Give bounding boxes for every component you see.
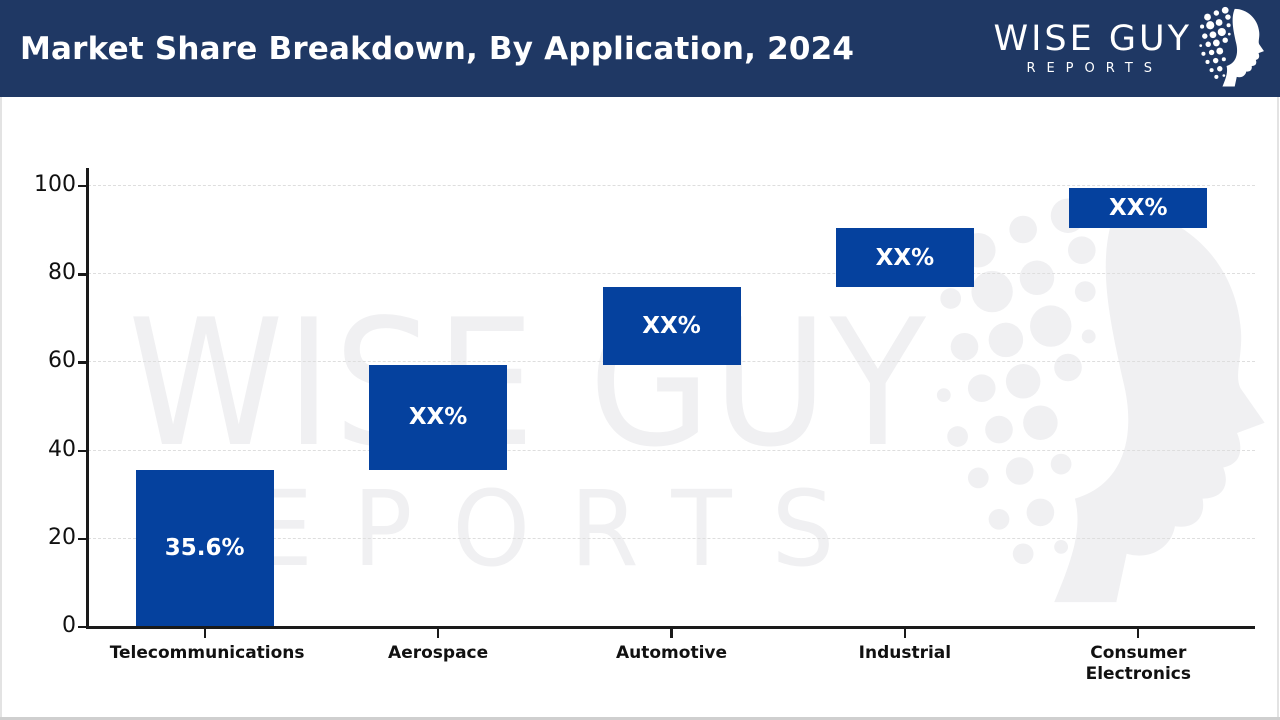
bar-value-label: XX% bbox=[875, 244, 935, 271]
y-tick-mark bbox=[78, 361, 88, 364]
right-border bbox=[1277, 97, 1279, 720]
y-tick-mark bbox=[78, 537, 88, 541]
y-tick-mark bbox=[78, 626, 88, 629]
gridline bbox=[88, 537, 1255, 539]
x-tick-label: Automotive bbox=[615, 643, 728, 663]
x-tick-mark bbox=[1137, 629, 1140, 638]
x-tick-mark bbox=[670, 629, 673, 638]
watermark-face-icon bbox=[930, 192, 1275, 616]
logo-wordmark: WISE GUY bbox=[993, 18, 1192, 59]
x-tick-label: Industrial bbox=[858, 643, 952, 663]
gridline bbox=[88, 449, 1255, 451]
y-tick-mark bbox=[78, 449, 88, 452]
y-tick-label: 80 bbox=[48, 260, 76, 286]
chart-title: Market Share Breakdown, By Application, … bbox=[20, 30, 855, 67]
wise-guy-logo: WISE GUY REPORTS bbox=[993, 6, 1266, 92]
bottom-border bbox=[0, 717, 1280, 720]
header: Market Share Breakdown, By Application, … bbox=[0, 0, 1280, 97]
x-tick-label: Aerospace bbox=[388, 643, 489, 663]
bar-automotive: XX% bbox=[602, 287, 741, 365]
bar-value-label: XX% bbox=[408, 404, 468, 431]
bar-consumer-electronics: XX% bbox=[1069, 188, 1208, 228]
plot-area: WISE GUY REPORTS 0 20 40 60 80 100 35.6% Teleco… bbox=[0, 97, 1280, 720]
x-tick-label: Telecommunications bbox=[109, 643, 305, 663]
bar-value-label: XX% bbox=[642, 313, 701, 339]
watermark-wordmark: WISE GUY bbox=[128, 283, 928, 486]
y-tick-label: 60 bbox=[48, 348, 76, 374]
y-tick-mark bbox=[78, 273, 88, 276]
x-tick-label: Consumer Electronics bbox=[1085, 643, 1191, 685]
bar-telecommunications: 35.6% bbox=[135, 470, 274, 627]
bar-aerospace: XX% bbox=[369, 364, 508, 470]
x-tick-mark bbox=[436, 629, 440, 638]
y-tick-mark bbox=[78, 185, 88, 188]
gridline bbox=[88, 273, 1255, 275]
gridline bbox=[88, 185, 1255, 186]
x-axis bbox=[86, 626, 1255, 629]
y-tick-label: 20 bbox=[48, 524, 76, 550]
logo-text: WISE GUY REPORTS bbox=[993, 18, 1192, 76]
logo-subtitle: REPORTS bbox=[1026, 60, 1164, 76]
y-tick-label: 0 bbox=[62, 613, 76, 638]
y-tick-label: 40 bbox=[48, 436, 76, 462]
left-border bbox=[0, 97, 2, 720]
bar-value-label: XX% bbox=[1109, 195, 1168, 222]
bar-industrial: XX% bbox=[835, 227, 974, 288]
x-tick-mark bbox=[203, 629, 206, 638]
face-profile-icon bbox=[1198, 6, 1266, 92]
y-tick-label: 100 bbox=[34, 172, 76, 197]
bar-value-label: 35.6% bbox=[164, 535, 245, 562]
x-tick-mark bbox=[903, 629, 907, 638]
y-axis bbox=[86, 168, 89, 629]
